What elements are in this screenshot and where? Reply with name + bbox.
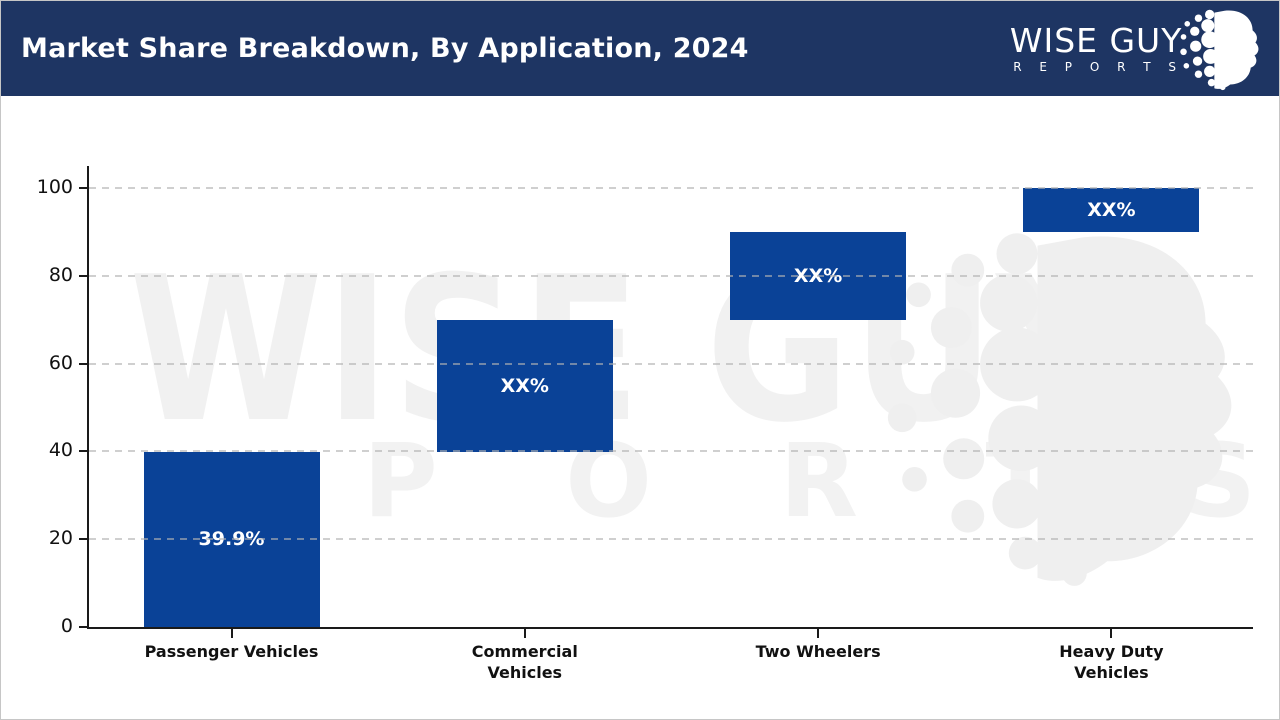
logo-subtext: R E P O R T S (1013, 59, 1183, 74)
y-tick-mark (79, 538, 88, 541)
x-tick-label-passenger-vehicles: Passenger Vehicles (144, 642, 319, 661)
logo-text: WISE GUY R E P O R T S (1009, 24, 1183, 74)
bar-value-label: XX% (1087, 198, 1136, 221)
gridline-60 (89, 362, 1253, 365)
logo-wordmark: WISE GUY (1009, 20, 1183, 60)
y-tick-label: 60 (48, 351, 73, 374)
gridline-80 (89, 274, 1253, 277)
gridline-100 (89, 187, 1253, 189)
x-tick-mark (817, 629, 820, 638)
gridline-20 (89, 538, 1253, 541)
y-tick-label: 40 (48, 439, 73, 462)
y-tick-label: 80 (48, 263, 73, 286)
x-axis-line (87, 627, 1253, 629)
x-tick-mark (1110, 629, 1113, 638)
wiseguy-head-icon (1180, 9, 1259, 90)
y-tick-mark (79, 362, 88, 365)
x-tick-label-commercial-vehicles: Commercial Vehicles (471, 642, 578, 682)
bar-heavy-duty-vehicles: XX% (1023, 188, 1200, 232)
x-tick-label-two-wheelers: Two Wheelers (755, 642, 881, 661)
x-tick-mark (523, 629, 526, 638)
y-tick-label: 0 (60, 615, 73, 637)
y-tick-mark (79, 187, 88, 189)
gridline-40 (89, 450, 1253, 453)
bar-value-label: XX% (500, 374, 549, 397)
bar-commercial-vehicles: XX% (436, 319, 613, 452)
y-tick-label: 20 (48, 527, 73, 550)
x-tick-mark (230, 629, 233, 638)
y-tick-mark (79, 274, 88, 277)
y-tick-mark (79, 626, 88, 628)
y-tick-mark (79, 450, 88, 453)
header: Market Share Breakdown, By Application, … (1, 1, 1279, 96)
x-tick-label-heavy-duty-vehicles: Heavy Duty Vehicles (1059, 642, 1164, 682)
wiseguy-logo: WISE GUY R E P O R T S (1009, 7, 1269, 91)
chart-title: Market Share Breakdown, By Application, … (21, 33, 749, 64)
y-tick-label: 100 (36, 176, 73, 198)
y-axis-line (87, 166, 89, 629)
